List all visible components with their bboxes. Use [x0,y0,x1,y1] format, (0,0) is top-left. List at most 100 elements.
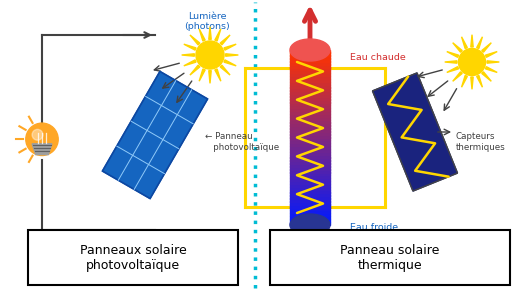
Polygon shape [215,29,221,41]
Bar [290,52,330,56]
Bar [290,152,330,155]
Bar [290,198,330,202]
Polygon shape [224,60,236,66]
Bar [290,87,330,91]
Text: ← Panneau
   photovoltaïque: ← Panneau photovoltaïque [205,132,279,152]
Bar [290,146,330,149]
Text: Courant électrique: Courant électrique [55,230,145,240]
Bar [290,149,330,152]
Bar [290,93,330,97]
Polygon shape [471,77,473,89]
Polygon shape [447,52,458,57]
Bar [290,184,330,187]
Bar [290,55,330,59]
Bar [290,117,330,120]
Bar [290,134,330,137]
Bar [290,201,330,204]
Polygon shape [32,144,52,155]
Bar [290,131,330,135]
Bar [290,90,330,94]
Bar [290,157,330,161]
Circle shape [196,41,224,69]
Bar [290,222,330,225]
Bar [290,128,330,132]
Polygon shape [461,75,467,87]
Polygon shape [215,69,221,81]
Polygon shape [445,61,457,63]
Polygon shape [190,35,200,45]
Polygon shape [209,27,211,39]
Bar [290,96,330,99]
Bar [290,73,330,76]
Bar [290,213,330,216]
Polygon shape [477,75,482,87]
Polygon shape [487,61,500,63]
Bar [290,67,330,70]
Bar [290,102,330,106]
Bar [290,181,330,184]
Polygon shape [102,71,208,199]
Bar [290,58,330,62]
Bar [290,195,330,199]
Polygon shape [199,69,205,81]
Bar [290,193,330,196]
Bar [290,70,330,73]
Text: Eau chaude: Eau chaude [350,52,406,61]
Bar [290,111,330,114]
Bar [290,137,330,140]
Polygon shape [453,72,462,81]
Polygon shape [453,43,462,52]
Polygon shape [482,43,491,52]
Bar [290,76,330,79]
Bar [290,61,330,65]
Bar [290,160,330,164]
Bar [290,219,330,222]
Bar [290,122,330,126]
Bar [290,204,330,208]
Bar [290,163,330,167]
Bar [290,166,330,170]
Ellipse shape [290,39,330,61]
FancyBboxPatch shape [28,230,238,285]
Polygon shape [477,37,482,48]
Text: Eau froide: Eau froide [350,224,398,233]
Bar [290,119,330,123]
Bar [290,50,330,53]
Bar [290,125,330,129]
Circle shape [26,123,58,155]
Polygon shape [447,67,458,72]
Bar [290,216,330,219]
Polygon shape [373,73,457,191]
Polygon shape [224,44,236,50]
Polygon shape [209,70,211,83]
Text: Lumière
(photons): Lumière (photons) [184,12,230,31]
Bar [290,143,330,146]
Polygon shape [184,60,196,66]
Bar [290,155,330,158]
Polygon shape [485,67,497,72]
Polygon shape [199,29,205,41]
Bar [290,105,330,108]
Bar [290,99,330,102]
Polygon shape [471,35,473,47]
Polygon shape [482,72,491,81]
Text: Panneau solaire
thermique: Panneau solaire thermique [340,244,440,271]
Bar [290,210,330,213]
Bar [290,81,330,85]
Bar [290,64,330,68]
Bar [290,175,330,178]
Bar [290,189,330,193]
Bar [290,114,330,117]
Bar [290,186,330,190]
Bar [290,178,330,181]
Polygon shape [485,52,497,57]
Bar [290,140,330,143]
Polygon shape [184,44,196,50]
FancyBboxPatch shape [270,230,510,285]
Polygon shape [190,65,200,75]
Polygon shape [220,35,230,45]
Bar [290,84,330,88]
Polygon shape [220,65,230,75]
Text: Panneaux solaire
photovoltaïque: Panneaux solaire photovoltaïque [80,244,186,271]
Circle shape [32,129,43,140]
